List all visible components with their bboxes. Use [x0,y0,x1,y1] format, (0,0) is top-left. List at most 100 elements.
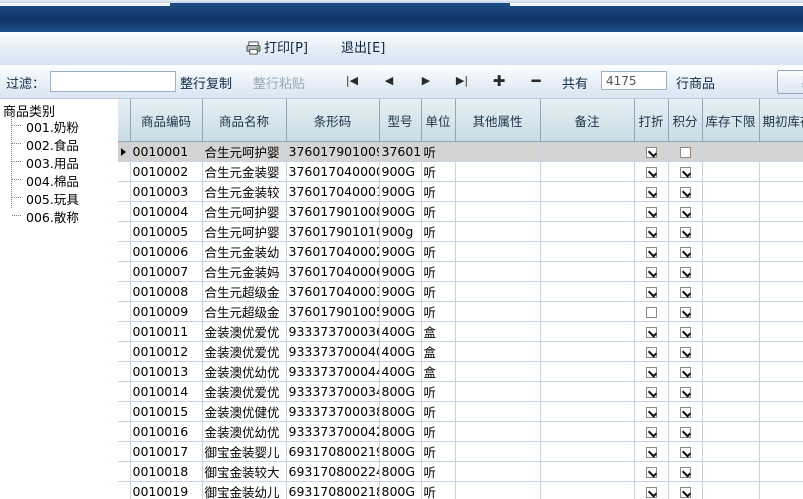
filterbar-right-button[interactable]: 其 [777,70,803,94]
cell-stock_init[interactable] [759,401,803,422]
column-header-unit[interactable]: 单位 [421,99,456,142]
row-indicator-cell[interactable] [118,301,131,322]
cell-code[interactable]: 0010017 [130,441,203,462]
cell-other[interactable] [455,361,541,382]
table-row[interactable]: 0010011金装澳优爱优9333737000368400G盒 [118,321,803,342]
row-indicator-cell[interactable] [118,361,131,382]
table-row[interactable]: 0010009合生元超级金3760179010053900G听 [118,301,803,322]
cell-stock_min[interactable] [702,201,760,222]
cell-unit[interactable]: 听 [421,381,456,402]
cell-name[interactable]: 合生元超级金 [202,301,287,322]
row-indicator-cell[interactable] [118,381,131,402]
row-indicator-cell[interactable] [118,261,131,282]
points-checkbox[interactable] [679,227,691,238]
discount-checkbox[interactable] [645,287,657,298]
row-indicator-cell[interactable] [118,201,131,222]
cell-discount[interactable] [634,341,669,362]
points-checkbox[interactable] [679,427,691,438]
cell-unit[interactable]: 盒 [421,341,456,362]
cell-remark[interactable] [540,481,635,499]
cell-stock_init[interactable] [759,261,803,282]
cell-points[interactable] [668,281,703,302]
cell-model[interactable]: 900G [379,201,422,222]
cell-remark[interactable] [540,241,635,262]
points-checkbox[interactable] [679,147,691,158]
category-tree-item-6[interactable]: 006.散称 [26,210,79,225]
nav-last-icon[interactable]: ▶| [455,74,469,87]
nav-delete-icon[interactable]: ━ [531,72,541,90]
filter-input[interactable] [50,71,176,92]
cell-points[interactable] [668,161,703,182]
points-checkbox[interactable] [679,307,691,318]
discount-checkbox[interactable] [645,427,657,438]
points-checkbox[interactable] [679,207,691,218]
cell-model[interactable]: 800G [379,461,422,482]
cell-unit[interactable]: 听 [421,141,456,162]
discount-checkbox[interactable] [645,447,657,458]
cell-unit[interactable]: 听 [421,181,456,202]
discount-checkbox[interactable] [645,347,657,358]
points-checkbox[interactable] [679,467,691,478]
cell-unit[interactable]: 盒 [421,321,456,342]
cell-model[interactable]: 900G [379,301,422,322]
column-header-model[interactable]: 型号 [379,99,422,142]
column-header-barcode[interactable]: 条形码 [286,99,380,142]
cell-code[interactable]: 0010012 [130,341,203,362]
cell-points[interactable] [668,221,703,242]
cell-other[interactable] [455,201,541,222]
row-indicator-cell[interactable] [118,421,131,442]
table-row[interactable]: 0010013金装澳优幼优9333737000441400G盒 [118,361,803,382]
cell-model[interactable]: 900G [379,181,422,202]
cell-points[interactable] [668,441,703,462]
category-tree-item-5[interactable]: 005.玩具 [26,192,79,207]
row-indicator-cell[interactable] [118,341,131,362]
nav-next-icon[interactable]: ▶ [421,74,431,87]
cell-model[interactable]: 800G [379,481,422,499]
cell-stock_init[interactable] [759,461,803,482]
cell-name[interactable]: 合生元超级金 [202,281,287,302]
table-row[interactable]: 0010008合生元超级金3760170400037900G听 [118,281,803,302]
row-indicator-cell[interactable] [118,461,131,482]
cell-remark[interactable] [540,321,635,342]
cell-remark[interactable] [540,201,635,222]
cell-other[interactable] [455,421,541,442]
cell-code[interactable]: 0010004 [130,201,203,222]
cell-stock_init[interactable] [759,421,803,442]
cell-barcode[interactable]: 3760170400068 [286,261,380,282]
table-row[interactable]: 0010001合生元呵护婴376017901009137601听 [118,141,803,162]
table-row[interactable]: 0010017御宝金装婴儿6931708002192800G听 [118,441,803,462]
row-indicator-cell[interactable] [118,401,131,422]
cell-model[interactable]: 400G [379,321,422,342]
cell-stock_init[interactable] [759,301,803,322]
cell-code[interactable]: 0010009 [130,301,203,322]
cell-points[interactable] [668,261,703,282]
cell-model[interactable]: 400G [379,341,422,362]
cell-discount[interactable] [634,381,669,402]
cell-stock_init[interactable] [759,321,803,342]
cell-other[interactable] [455,381,541,402]
cell-stock_init[interactable] [759,201,803,222]
cell-points[interactable] [668,181,703,202]
points-checkbox[interactable] [679,167,691,178]
exit-button[interactable]: 退出[E] [341,41,386,56]
cell-barcode[interactable]: 3760170400013 [286,181,380,202]
cell-model[interactable]: 800G [379,401,422,422]
cell-name[interactable]: 金装澳优爱优 [202,341,287,362]
cell-points[interactable] [668,141,703,162]
cell-stock_init[interactable] [759,141,803,162]
cell-name[interactable]: 合生元金装幼 [202,241,287,262]
row-indicator-cell[interactable] [118,161,131,182]
cell-name[interactable]: 合生元呵护婴 [202,141,287,162]
cell-model[interactable]: 800G [379,421,422,442]
cell-stock_init[interactable] [759,221,803,242]
table-row[interactable]: 0010016金装澳优幼优9333737000427800G听 [118,421,803,442]
table-row[interactable]: 0010003合生元金装较3760170400013900G听 [118,181,803,202]
cell-unit[interactable]: 听 [421,161,456,182]
cell-name[interactable]: 合生元呵护婴 [202,201,287,222]
cell-discount[interactable] [634,481,669,499]
cell-unit[interactable]: 听 [421,261,456,282]
cell-name[interactable]: 合生元金装较 [202,181,287,202]
points-checkbox[interactable] [679,487,691,498]
cell-other[interactable] [455,281,541,302]
cell-points[interactable] [668,241,703,262]
